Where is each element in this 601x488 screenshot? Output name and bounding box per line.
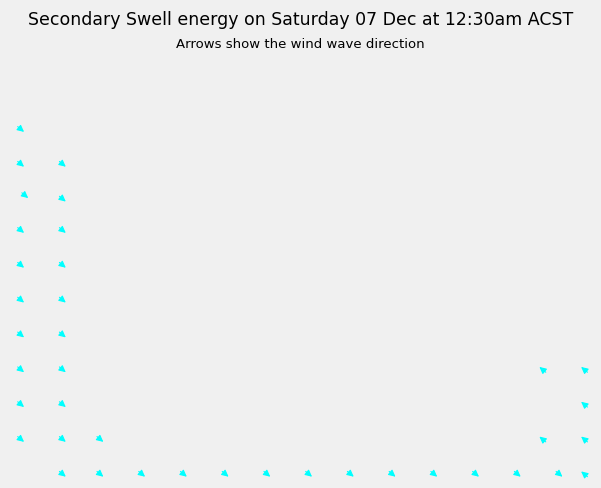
Text: Arrows show the wind wave direction: Arrows show the wind wave direction [176, 39, 425, 51]
Text: Secondary Swell energy on Saturday 07 Dec at 12:30am ACST: Secondary Swell energy on Saturday 07 De… [28, 11, 573, 29]
